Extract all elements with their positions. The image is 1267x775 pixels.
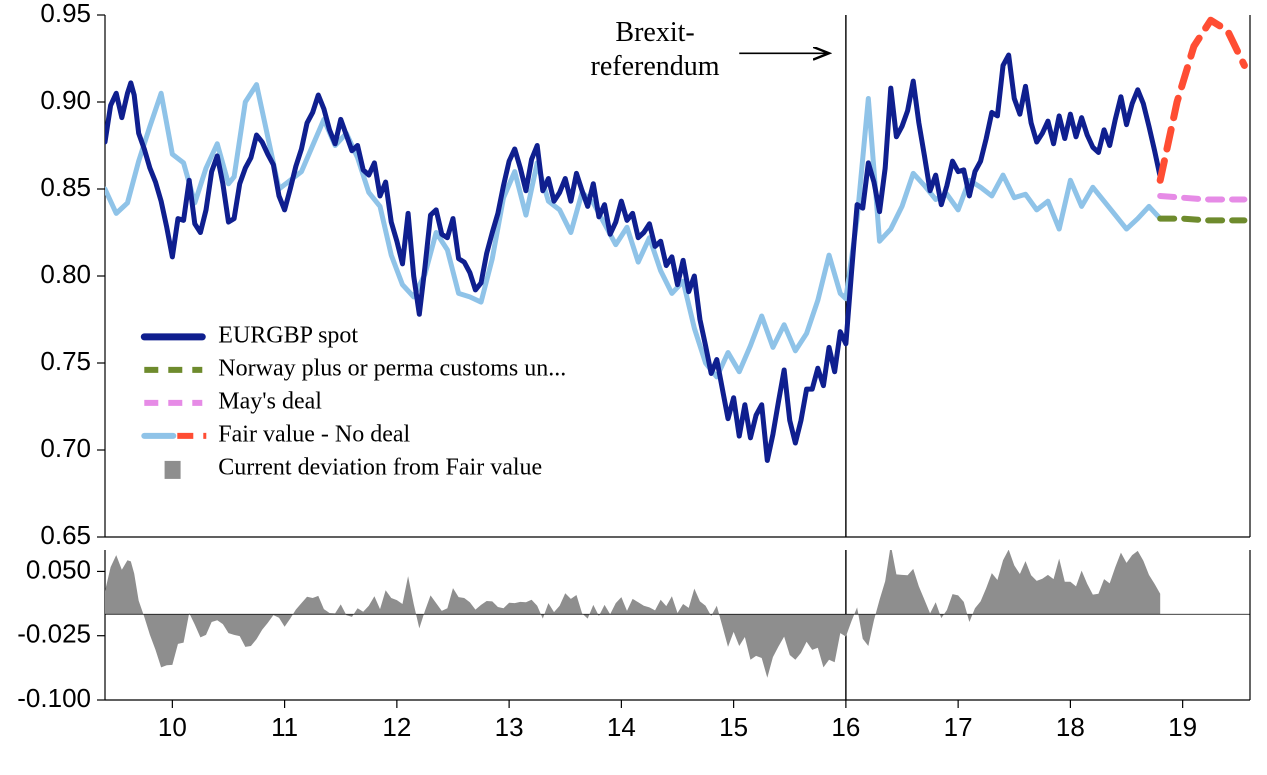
brexit-annotation-text: referendum xyxy=(591,51,720,82)
y-main-tick-label: 0.70 xyxy=(40,433,91,463)
brexit-annotation-text: Brexit- xyxy=(615,17,694,48)
legend-swatch xyxy=(165,461,181,479)
legend-label: May's deal xyxy=(218,388,322,414)
x-tick-label: 13 xyxy=(495,712,524,742)
x-tick-label: 11 xyxy=(271,712,298,742)
x-tick-label: 10 xyxy=(158,712,187,742)
x-tick-label: 18 xyxy=(1056,712,1085,742)
y-main-tick-label: 0.65 xyxy=(40,520,91,550)
y-main-tick-label: 0.90 xyxy=(40,85,91,115)
y-main-tick-label: 0.75 xyxy=(40,346,91,376)
legend-label: Fair value - No deal xyxy=(218,421,410,447)
x-tick-label: 17 xyxy=(944,712,973,742)
x-tick-label: 14 xyxy=(607,712,636,742)
series-no-deal xyxy=(1160,20,1244,180)
deviation-area xyxy=(105,545,1160,678)
y-main-tick-label: 0.85 xyxy=(40,172,91,202)
eurgbp-chart: 0.65 0.70 0.75 0.80 0.85 0.90 0.95 -0.100 -0.025… xyxy=(0,0,1267,775)
legend-label: Current deviation from Fair value xyxy=(218,454,542,480)
legend-label: EURGBP spot xyxy=(218,322,358,348)
y-main-tick-label: 0.95 xyxy=(40,0,91,28)
x-tick-label: 12 xyxy=(382,712,411,742)
y-lower-tick-label: -0.025 xyxy=(17,619,91,649)
series-mays-deal xyxy=(1160,196,1244,199)
y-lower-tick-label: 0.050 xyxy=(26,554,91,584)
y-lower-tick-label: -0.100 xyxy=(17,683,91,713)
y-main-tick-label: 0.80 xyxy=(40,259,91,289)
series-norway xyxy=(1160,219,1244,221)
x-tick-label: 15 xyxy=(719,712,748,742)
x-tick-label: 16 xyxy=(831,712,860,742)
legend-label: Norway plus or perma customs un... xyxy=(218,355,566,381)
x-tick-label: 19 xyxy=(1168,712,1197,742)
